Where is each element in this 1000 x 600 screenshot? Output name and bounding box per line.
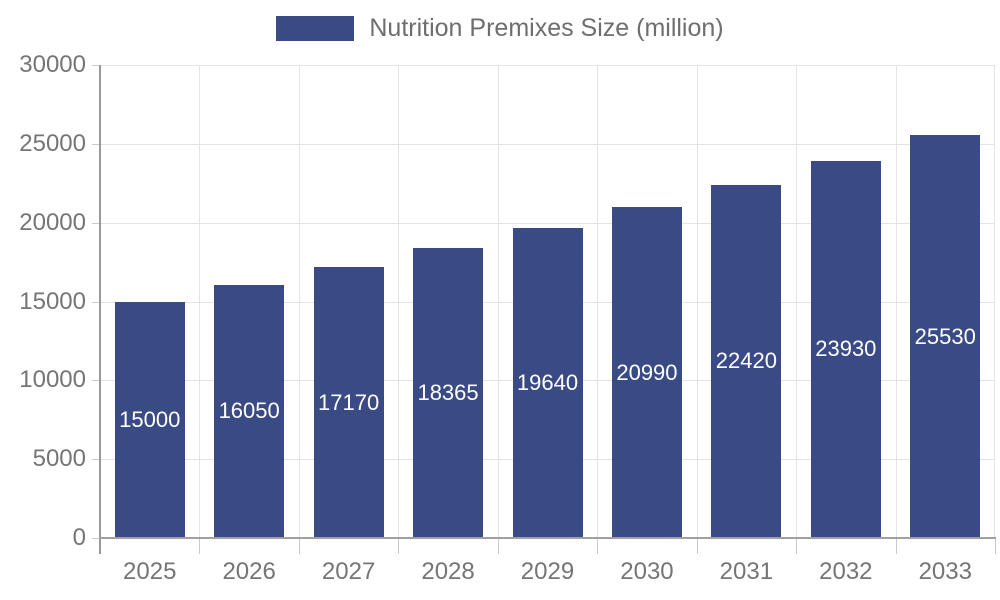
y-tick-label: 15000: [19, 287, 86, 315]
x-tick-label: 2028: [421, 558, 475, 585]
x-tick-label: 2027: [321, 558, 376, 585]
x-gridline: [199, 65, 201, 538]
x-gridline: [994, 65, 995, 538]
x-tick-mark: [696, 538, 698, 554]
legend-item[interactable]: Nutrition Premixes Size (million): [0, 14, 1000, 43]
bar-value-label: 22420: [715, 348, 777, 374]
x-tick-label: 2030: [620, 558, 674, 585]
bar-value-label: 18365: [417, 380, 479, 406]
x-gridline: [597, 65, 599, 538]
x-tick-mark: [398, 538, 400, 554]
x-tick-label: 2026: [222, 558, 276, 585]
bar-value-label: 19640: [516, 370, 579, 396]
x-gridline: [298, 65, 300, 538]
x-tick-mark: [199, 538, 201, 554]
x-gridline: [696, 65, 698, 538]
y-tick-mark: [92, 459, 100, 461]
x-tick-mark: [995, 538, 996, 554]
bar-2032[interactable]: 23930: [810, 160, 881, 538]
y-gridline: [100, 65, 995, 66]
bar-value-label: 17170: [318, 389, 380, 415]
x-gridline: [895, 65, 897, 538]
x-gridline: [497, 65, 499, 538]
x-gridline: [796, 65, 798, 538]
x-tick-label: 2031: [719, 558, 774, 585]
y-gridline: [100, 222, 995, 224]
x-gridline: [398, 65, 400, 538]
bar-value-label: 20990: [616, 359, 678, 385]
x-tick-label: 2029: [520, 558, 575, 585]
legend-label: Nutrition Premixes Size (million): [369, 14, 724, 42]
x-tick-mark: [597, 538, 599, 554]
x-tick-mark: [298, 538, 300, 554]
bar-2028[interactable]: 18365: [413, 248, 484, 538]
bar-value-label: 23930: [815, 336, 877, 362]
legend-swatch: [276, 16, 355, 41]
bar-2030[interactable]: 20990: [611, 207, 682, 538]
bar-2031[interactable]: 22420: [711, 184, 782, 538]
y-tick-label: 5000: [32, 445, 86, 473]
y-tick-label: 30000: [19, 51, 86, 78]
y-tick-label: 25000: [19, 129, 86, 157]
bar-value-label: 15000: [119, 406, 181, 432]
y-tick-mark: [92, 301, 100, 303]
bar-2033[interactable]: 25530: [910, 135, 981, 538]
x-tick-mark: [796, 538, 798, 554]
y-tick-mark: [92, 222, 100, 224]
x-tick-mark: [497, 538, 499, 554]
x-tick-label: 2025: [123, 558, 177, 585]
plot-area: 15000 16050 17170 18365 19640 20990 22420 23930…: [100, 65, 995, 538]
x-tick-label: 2032: [819, 558, 873, 585]
bar-value-label: 16050: [218, 398, 280, 424]
y-axis-line: [99, 65, 101, 554]
y-tick-label: 10000: [19, 366, 86, 394]
y-tick-mark: [92, 538, 100, 539]
x-tick-mark: [895, 538, 897, 554]
bar-2027[interactable]: 17170: [313, 267, 384, 538]
bar-2029[interactable]: 19640: [512, 228, 583, 538]
y-tick-label: 0: [72, 524, 86, 551]
x-tick-label: 2033: [918, 558, 972, 585]
bar-2025[interactable]: 15000: [114, 301, 185, 538]
y-gridline: [100, 143, 995, 145]
bar-2026[interactable]: 16050: [214, 284, 285, 538]
y-tick-mark: [92, 65, 100, 66]
y-tick-mark: [92, 143, 100, 145]
y-tick-label: 20000: [19, 208, 86, 236]
y-tick-mark: [92, 380, 100, 382]
x-axis-line: [99, 537, 996, 539]
bar-value-label: 25530: [914, 323, 976, 349]
